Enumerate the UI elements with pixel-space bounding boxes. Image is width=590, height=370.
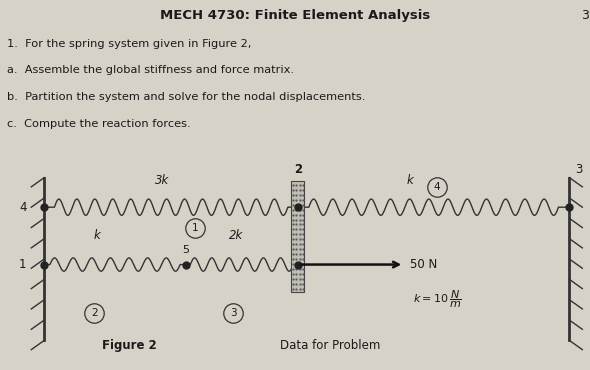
Text: 1.  For the spring system given in Figure 2,: 1. For the spring system given in Figure… xyxy=(7,39,251,49)
Text: Data for Problem: Data for Problem xyxy=(280,339,381,353)
Text: MECH 4730: Finite Element Analysis: MECH 4730: Finite Element Analysis xyxy=(160,9,430,22)
Text: k: k xyxy=(94,229,101,242)
Text: k: k xyxy=(407,174,414,187)
Text: 4: 4 xyxy=(433,182,440,192)
Text: 3: 3 xyxy=(575,163,582,176)
Text: 2: 2 xyxy=(294,163,302,176)
Text: 4: 4 xyxy=(19,201,27,214)
Text: Figure 2: Figure 2 xyxy=(103,339,157,353)
Text: 2: 2 xyxy=(91,307,98,318)
Text: c.  Compute the reaction forces.: c. Compute the reaction forces. xyxy=(7,119,191,129)
Bar xyxy=(291,181,304,292)
Text: a.  Assemble the global stiffness and force matrix.: a. Assemble the global stiffness and for… xyxy=(7,65,294,75)
Text: 50 N: 50 N xyxy=(410,258,437,271)
Text: 3k: 3k xyxy=(155,174,169,187)
Text: b.  Partition the system and solve for the nodal displacements.: b. Partition the system and solve for th… xyxy=(7,92,365,102)
Text: $k=10\,\dfrac{N}{m}$: $k=10\,\dfrac{N}{m}$ xyxy=(413,289,462,310)
Text: 3: 3 xyxy=(581,9,589,22)
Text: 1: 1 xyxy=(19,258,27,271)
Text: 3: 3 xyxy=(230,307,237,318)
Text: 1: 1 xyxy=(191,222,198,233)
Text: 5: 5 xyxy=(182,245,189,255)
Text: 2k: 2k xyxy=(229,229,243,242)
